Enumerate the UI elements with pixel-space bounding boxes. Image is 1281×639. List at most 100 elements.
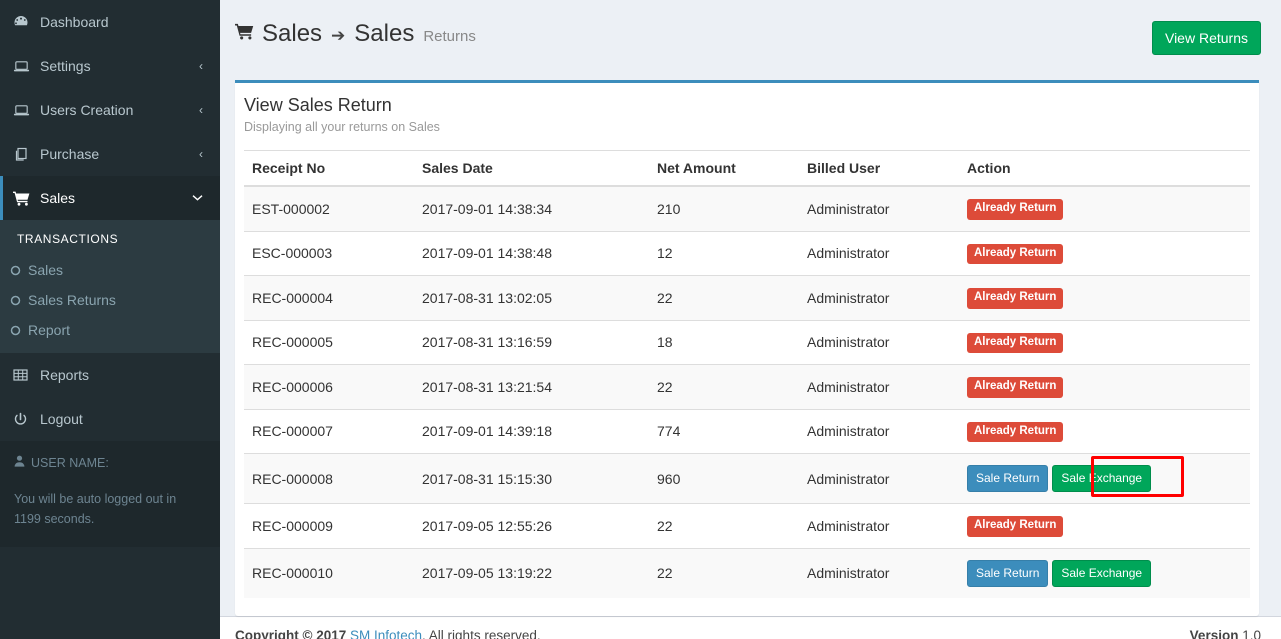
power-icon — [13, 412, 37, 427]
already-return-badge[interactable]: Already Return — [967, 421, 1064, 442]
sales-returns-table: Receipt No Sales Date Net Amount Billed … — [244, 150, 1250, 598]
already-return-badge[interactable]: Already Return — [967, 516, 1064, 537]
sidebar-item-label: Purchase — [40, 146, 100, 162]
sidebar-item-users-creation[interactable]: Users Creation ‹ — [0, 88, 220, 132]
sidebar-item-dashboard[interactable]: Dashboard — [0, 0, 220, 44]
cell-billed-user: Administrator — [799, 185, 959, 231]
footer: Copyright © 2017 SM Infotech. All rights… — [220, 615, 1281, 639]
sidebar-item-label: Settings — [40, 58, 91, 74]
cell-action: Already Return — [959, 364, 1250, 409]
cell-action: Already Return — [959, 408, 1250, 454]
action-group: Already Return — [967, 421, 1064, 442]
action-group: Sale Return Sale Exchange — [967, 559, 1152, 587]
already-return-badge[interactable]: Already Return — [967, 288, 1064, 309]
sale-exchange-button[interactable]: Sale Exchange — [1052, 559, 1152, 587]
sidebar-item-settings[interactable]: Settings ‹ — [0, 44, 220, 88]
arrow-right-icon: ➔ — [331, 26, 346, 45]
sale-return-button[interactable]: Sale Return — [967, 559, 1049, 587]
files-icon — [13, 146, 37, 162]
sidebar-subitem-sales-returns[interactable]: Sales Returns — [0, 285, 220, 315]
cell-sales-date: 2017-09-01 14:38:48 — [414, 230, 649, 276]
breadcrumb-primary: Sales — [262, 20, 323, 47]
cell-net-amount: 12 — [649, 230, 799, 276]
column-header-receipt-no: Receipt No — [244, 150, 414, 187]
view-returns-button[interactable]: View Returns — [1151, 21, 1261, 55]
sidebar-subitem-sales[interactable]: Sales — [0, 255, 220, 285]
column-header-billed-user: Billed User — [799, 150, 959, 187]
cell-receipt-no: REC-000005 — [244, 319, 414, 365]
sale-return-button[interactable]: Sale Return — [967, 465, 1049, 493]
table-body: EST-000002 2017-09-01 14:38:34 210 Administ… — [244, 185, 1250, 598]
table-row: REC-000005 2017-08-31 13:16:59 18 Administr… — [244, 319, 1250, 365]
auto-logout-notice: You will be auto logged out in 1199 seco… — [14, 492, 177, 526]
cart-icon — [13, 190, 37, 206]
cell-net-amount: 22 — [649, 503, 799, 549]
column-header-net-amount: Net Amount — [649, 150, 799, 187]
column-header-sales-date: Sales Date — [414, 150, 649, 187]
cell-sales-date: 2017-09-01 14:39:18 — [414, 408, 649, 454]
already-return-badge[interactable]: Already Return — [967, 243, 1064, 264]
sidebar-item-reports[interactable]: Reports — [0, 353, 220, 397]
sidebar-item-label: Reports — [40, 367, 90, 383]
panel-title: View Sales Return — [244, 95, 392, 115]
sidebar-item-purchase[interactable]: Purchase ‹ — [0, 132, 220, 176]
cell-receipt-no: REC-000010 — [244, 547, 414, 598]
cell-net-amount: 18 — [649, 319, 799, 365]
sales-return-panel: View Sales Return Displaying all your re… — [235, 80, 1259, 616]
cell-net-amount: 960 — [649, 452, 799, 504]
cell-action: Already Return — [959, 185, 1250, 231]
cell-sales-date: 2017-08-31 13:16:59 — [414, 319, 649, 365]
action-group: Already Return — [967, 516, 1064, 537]
cell-sales-date: 2017-09-05 12:55:26 — [414, 503, 649, 549]
cell-receipt-no: REC-000004 — [244, 275, 414, 320]
user-name-label: USER NAME: — [31, 456, 109, 470]
cell-sales-date: 2017-09-05 13:19:22 — [414, 547, 649, 598]
sidebar-item-label: Logout — [40, 411, 83, 427]
version-label: Version — [1189, 628, 1239, 639]
already-return-badge[interactable]: Already Return — [967, 199, 1064, 220]
circle-o-icon — [10, 265, 28, 276]
breadcrumb-suffix: Returns — [423, 28, 476, 45]
sidebar-subitem-label: Report — [28, 322, 71, 338]
panel-subtitle: Displaying all your returns on Sales — [244, 120, 440, 134]
cell-action: Sale Return Sale Exchange — [959, 547, 1250, 598]
cell-sales-date: 2017-08-31 15:15:30 — [414, 452, 649, 504]
panel-header: View Sales Return Displaying all your re… — [235, 83, 1259, 140]
action-group: Already Return — [967, 243, 1064, 264]
copyright-suffix: . All rights reserved. — [422, 628, 541, 639]
table-header-row: Receipt No Sales Date Net Amount Billed … — [244, 150, 1250, 187]
sidebar-item-sales[interactable]: Sales — [0, 176, 220, 220]
cell-receipt-no: REC-000008 — [244, 452, 414, 504]
table-row: REC-000009 2017-09-05 12:55:26 22 Administr… — [244, 503, 1250, 549]
company-link[interactable]: SM Infotech — [350, 628, 423, 639]
table-row: EST-000002 2017-09-01 14:38:34 210 Administ… — [244, 185, 1250, 231]
sidebar-item-label: Sales — [40, 190, 76, 206]
version-info: Version 1.0 — [1190, 628, 1261, 639]
table-head: Receipt No Sales Date Net Amount Billed … — [244, 150, 1250, 187]
dashboard-icon — [13, 14, 37, 30]
cell-sales-date: 2017-09-01 14:38:34 — [414, 185, 649, 231]
table-row: REC-000004 2017-08-31 13:02:05 22 Administr… — [244, 275, 1250, 320]
sidebar-item-label: Users Creation — [40, 102, 134, 118]
circle-o-icon — [10, 325, 28, 336]
already-return-badge[interactable]: Already Return — [967, 377, 1064, 398]
sidebar-item-logout[interactable]: Logout — [0, 397, 220, 441]
cell-billed-user: Administrator — [799, 503, 959, 549]
panel-body: Receipt No Sales Date Net Amount Billed … — [235, 140, 1259, 616]
sale-exchange-button[interactable]: Sale Exchange — [1052, 465, 1152, 493]
sidebar-filler — [0, 547, 220, 639]
cell-action: Already Return — [959, 230, 1250, 276]
breadcrumb-secondary: Sales — [354, 20, 415, 47]
cell-receipt-no: REC-000006 — [244, 364, 414, 409]
action-group: Already Return — [967, 288, 1064, 309]
cell-sales-date: 2017-08-31 13:21:54 — [414, 364, 649, 409]
cell-action: Sale Return Sale Exchange — [959, 452, 1250, 504]
sidebar-subitem-report[interactable]: Report — [0, 315, 220, 345]
chevron-left-icon: ‹ — [199, 147, 203, 161]
copyright-prefix: Copyright © 2017 — [235, 628, 347, 639]
table-row: REC-000007 2017-09-01 14:39:18 774 Administ… — [244, 408, 1250, 454]
table-row: REC-000006 2017-08-31 13:21:54 22 Administr… — [244, 364, 1250, 409]
table-row: REC-000008 2017-08-31 15:15:30 960 Administ… — [244, 452, 1250, 504]
cell-receipt-no: ESC-000003 — [244, 230, 414, 276]
already-return-badge[interactable]: Already Return — [967, 332, 1064, 353]
